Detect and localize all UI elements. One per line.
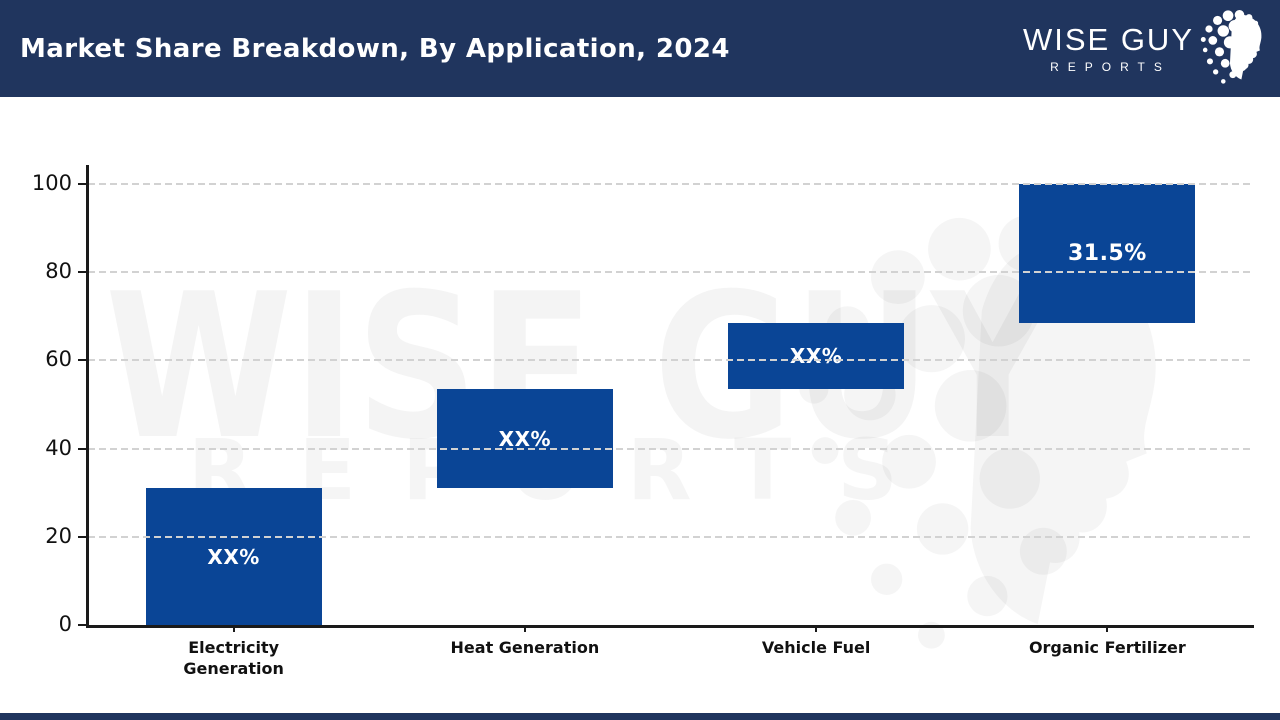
x-tick-4 xyxy=(1106,625,1109,632)
y-tick-label-40: 40 xyxy=(45,435,72,460)
gridline-60 xyxy=(88,359,1253,362)
y-tick-label-20: 20 xyxy=(45,523,72,548)
x-category-label: Electricity Generation xyxy=(114,638,354,680)
y-tick-100 xyxy=(78,183,87,185)
bar-electricity-generation: XX% xyxy=(145,488,322,625)
wise-guy-logo: WISE GUY REPORTS xyxy=(1023,9,1280,89)
waterfall-chart: XX% XX% XX% 31.5% 0 20 40 60 80 100 Electricity Gen… xyxy=(0,97,1280,713)
gridline-20 xyxy=(88,535,1253,538)
x-category-label: Organic Fertilizer xyxy=(987,638,1227,659)
x-category-label-line: Vehicle Fuel xyxy=(761,638,871,657)
header: Market Share Breakdown, By Application, … xyxy=(0,0,1280,97)
y-tick-20 xyxy=(78,535,87,538)
bar-value-label: 31.5% xyxy=(1067,240,1147,266)
page-title: Market Share Breakdown, By Application, … xyxy=(20,33,730,64)
x-tick-1 xyxy=(232,625,235,632)
footer-bar xyxy=(0,713,1280,720)
gridline-80 xyxy=(88,271,1253,274)
y-tick-60 xyxy=(78,359,87,362)
y-tick-0 xyxy=(78,624,87,626)
x-category-label: Vehicle Fuel xyxy=(696,638,936,659)
logo-brand-text: WISE GUY xyxy=(1022,21,1194,57)
gridline-100 xyxy=(88,183,1253,185)
y-tick-80 xyxy=(78,271,87,274)
watermark-face-icon xyxy=(799,215,1156,649)
bar-organic-fertilizer: 31.5% xyxy=(1019,184,1196,323)
bar-vehicle-fuel: XX% xyxy=(728,322,905,390)
x-category-label-line: Heat Generation xyxy=(450,638,600,657)
logo-text: WISE GUY REPORTS xyxy=(1023,24,1194,74)
y-axis-line xyxy=(86,165,89,627)
bar-heat-generation: XX% xyxy=(436,389,613,489)
gridline-40 xyxy=(88,447,1253,450)
bar-value-label: XX% xyxy=(207,544,260,569)
y-tick-label-80: 80 xyxy=(45,259,72,284)
y-tick-40 xyxy=(78,447,87,450)
x-axis-line xyxy=(86,625,1254,628)
y-tick-label-100: 100 xyxy=(31,171,72,195)
x-tick-3 xyxy=(815,625,818,632)
y-tick-label-0: 0 xyxy=(58,612,72,636)
x-tick-2 xyxy=(523,625,526,632)
x-category-label-line: Generation xyxy=(183,658,284,678)
face-logo-icon xyxy=(1200,9,1262,84)
x-category-label-line: Organic Fertilizer xyxy=(1028,638,1186,657)
bar-value-label: XX% xyxy=(789,343,843,368)
y-tick-label-60: 60 xyxy=(45,347,72,372)
logo-sub-text: REPORTS xyxy=(1050,59,1171,74)
bar-value-label: XX% xyxy=(498,426,552,451)
x-category-label-line: Electricity xyxy=(188,638,280,657)
x-category-label: Heat Generation xyxy=(405,638,645,659)
